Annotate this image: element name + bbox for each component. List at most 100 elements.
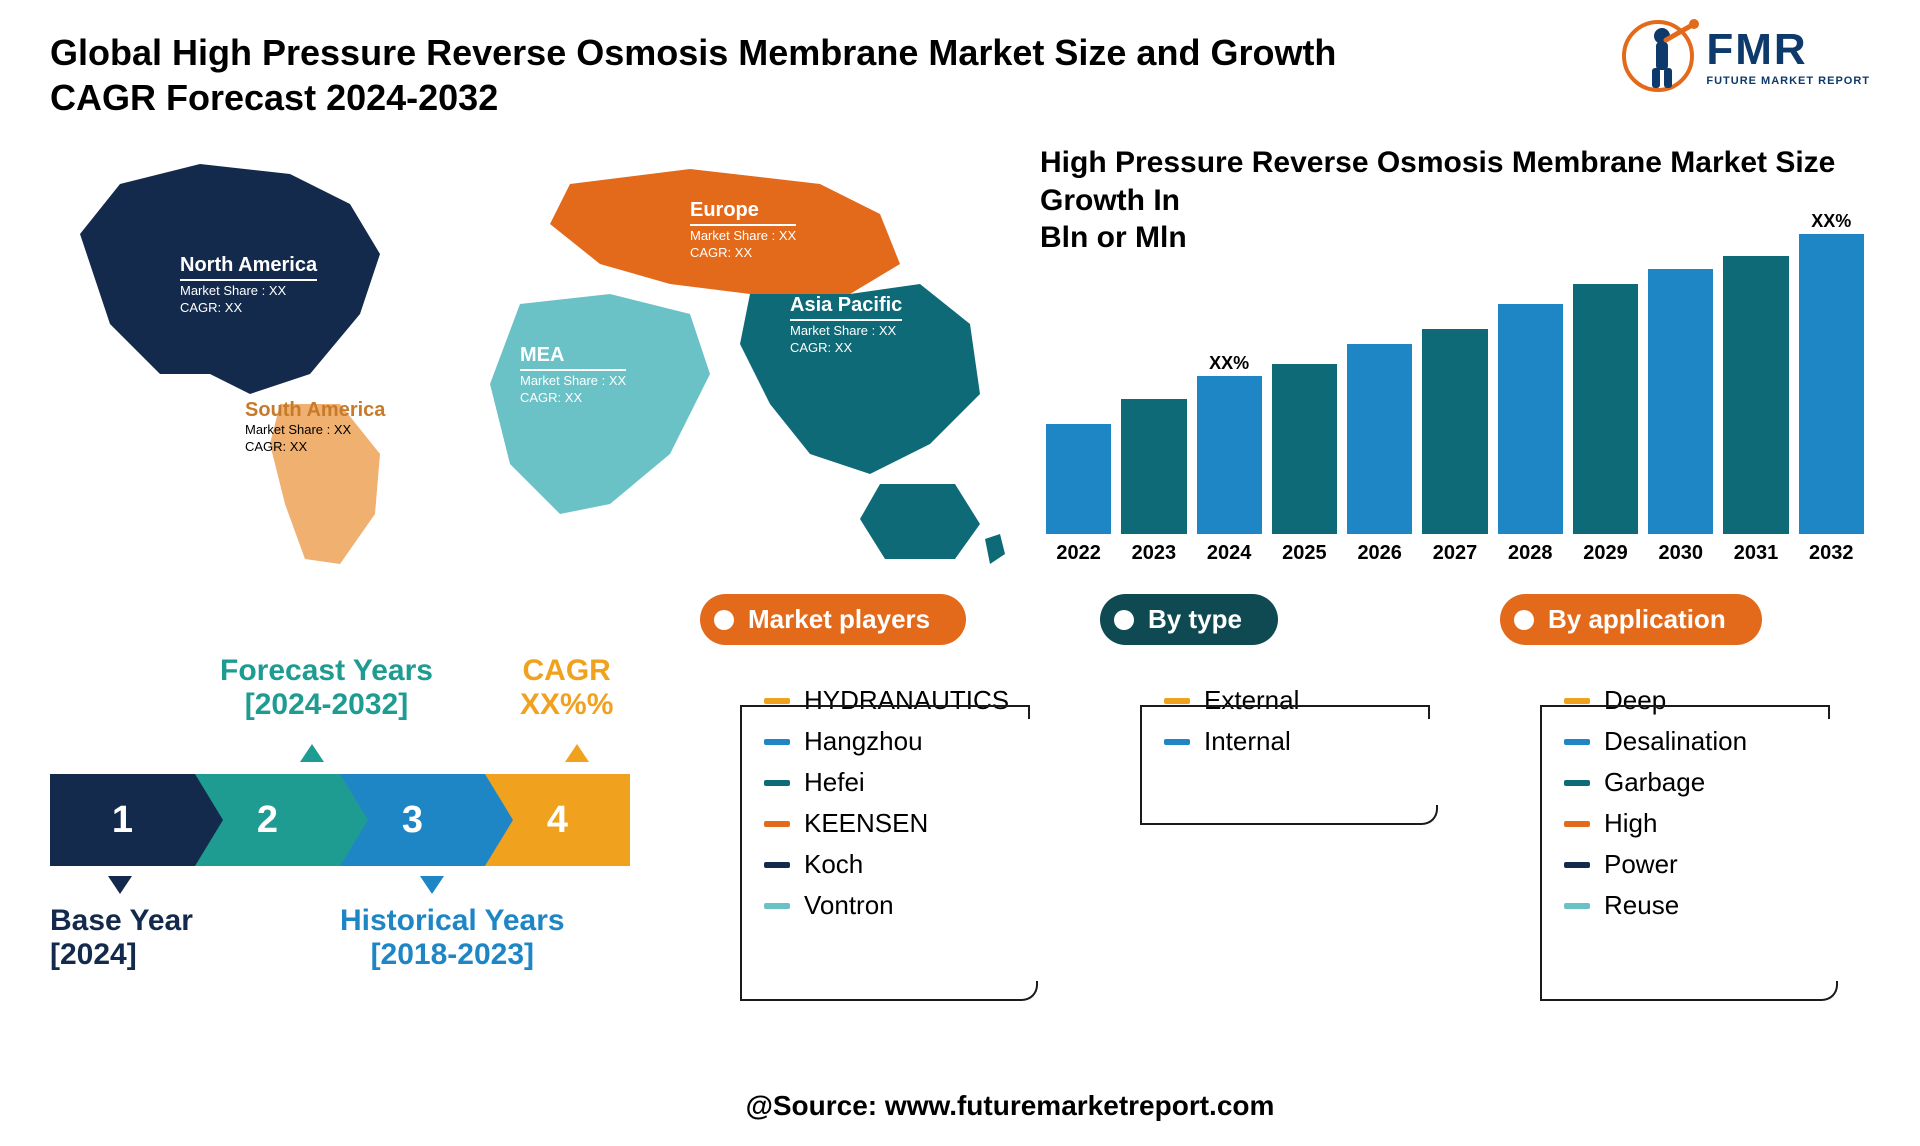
bar-2028: 2028 — [1498, 304, 1563, 565]
list-item-label: Hefei — [804, 767, 865, 798]
card-bracket-top — [1540, 705, 1830, 707]
bar-chart-title: High Pressure Reverse Osmosis Membrane M… — [1040, 144, 1870, 257]
bar-2022: 2022 — [1046, 424, 1111, 565]
bar-year-label: 2029 — [1583, 542, 1628, 565]
list-item: High — [1564, 808, 1870, 839]
list-item: Desalination — [1564, 726, 1870, 757]
timeline-panel: Forecast Years [2024-2032] CAGR XX%% 123… — [50, 594, 670, 1024]
list-item-label: Power — [1604, 849, 1678, 880]
region-ap-name: Asia Pacific — [790, 294, 902, 317]
timeline-step-1: 1 — [50, 774, 195, 866]
bar-2029: 2029 — [1573, 284, 1638, 565]
list-item-label: Hangzhou — [804, 726, 923, 757]
region-sa-cagr: CAGR: XX — [245, 439, 385, 456]
list-item-label: Reuse — [1604, 890, 1679, 921]
list-item-label: External — [1204, 685, 1299, 716]
region-na-share: Market Share : XX — [180, 283, 317, 300]
list-item-dash-icon — [764, 821, 790, 827]
list-item: Internal — [1164, 726, 1470, 757]
card-bracket-rtick — [1428, 705, 1430, 719]
list-ul: External Internal — [1164, 685, 1470, 757]
card-bracket-bottom — [1540, 999, 1818, 1001]
source-attribution: @Source: www.futuremarketreport.com — [50, 1090, 1920, 1122]
bar-year-label: 2030 — [1659, 542, 1704, 565]
region-australia — [860, 484, 980, 559]
bar — [1422, 329, 1487, 534]
bar-year-label: 2027 — [1433, 542, 1478, 565]
tl-forecast-label: Forecast Years — [220, 654, 433, 687]
list-item-dash-icon — [1564, 739, 1590, 745]
list-ul: HYDRANAUTICS Hangzhou Hefei KEENSEN Koch Vont… — [764, 685, 1070, 921]
region-sa-share: Market Share : XX — [245, 422, 385, 439]
tl-hist-range: [2018-2023] — [371, 938, 534, 971]
bar-2025: 2025 — [1272, 364, 1337, 565]
bar — [1347, 344, 1412, 534]
list-card-title: By application — [1548, 604, 1726, 635]
bar-2026: 2026 — [1347, 344, 1412, 565]
tl-arrow-hist-icon — [420, 876, 444, 894]
card-bracket-curl-icon — [1418, 805, 1438, 825]
pill-dot-icon — [714, 610, 734, 630]
list-item: Deep — [1564, 685, 1870, 716]
list-item-dash-icon — [1564, 903, 1590, 909]
card-bracket-left — [1540, 705, 1542, 999]
bar-chart: 20222023XX%20242025202620272028202920302… — [1040, 265, 1870, 565]
timeline-chevron-strip: 1234 — [50, 774, 630, 866]
bar-2023: 2023 — [1121, 399, 1186, 565]
region-sa-name: South America — [245, 399, 385, 422]
list-item: Reuse — [1564, 890, 1870, 921]
bar-year-label: 2024 — [1207, 542, 1252, 565]
region-mea-cagr: CAGR: XX — [520, 390, 626, 407]
list-ul: Deep Desalination Garbage High Power Reuse — [1564, 685, 1870, 921]
bar — [1799, 234, 1864, 534]
page-title: Global High Pressure Reverse Osmosis Mem… — [50, 30, 1500, 120]
bar — [1723, 256, 1788, 534]
list-item: Hefei — [764, 767, 1070, 798]
card-bracket-rtick — [1828, 705, 1830, 719]
list-item-label: Desalination — [1604, 726, 1747, 757]
card-bracket-top — [1140, 705, 1430, 707]
bar-year-label: 2028 — [1508, 542, 1553, 565]
card-bracket-left — [1140, 705, 1142, 823]
list-item-dash-icon — [1564, 780, 1590, 786]
list-item: Hangzhou — [764, 726, 1070, 757]
list-item: HYDRANAUTICS — [764, 685, 1070, 716]
bar-2031: 2031 — [1723, 256, 1788, 565]
tl-base-label: Base Year — [50, 904, 193, 937]
list-item-dash-icon — [1164, 739, 1190, 745]
bar — [1046, 424, 1111, 534]
region-na-name: North America — [180, 254, 317, 277]
list-card-title: Market players — [748, 604, 930, 635]
list-item: External — [1164, 685, 1470, 716]
fmr-logo: FMR FUTURE MARKET REPORT — [1622, 20, 1870, 92]
list-item-label: KEENSEN — [804, 808, 928, 839]
list-item-dash-icon — [1564, 821, 1590, 827]
bar-year-label: 2026 — [1357, 542, 1402, 565]
list-item-label: Vontron — [804, 890, 894, 921]
region-eu-name: Europe — [690, 199, 796, 222]
pill-dot-icon — [1514, 610, 1534, 630]
list-item-label: HYDRANAUTICS — [804, 685, 1009, 716]
list-card-title: By type — [1148, 604, 1242, 635]
list-item: Koch — [764, 849, 1070, 880]
tl-forecast-range: [2024-2032] — [245, 688, 408, 721]
tl-arrow-base-icon — [108, 876, 132, 894]
tl-hist-label: Historical Years — [340, 904, 565, 937]
list-item: KEENSEN — [764, 808, 1070, 839]
list-item-dash-icon — [764, 862, 790, 868]
bar — [1197, 376, 1262, 534]
bar — [1498, 304, 1563, 534]
fmr-logo-subtext: FUTURE MARKET REPORT — [1706, 75, 1870, 87]
list-item-label: Internal — [1204, 726, 1291, 757]
region-ap-share: Market Share : XX — [790, 323, 902, 340]
list-item: Garbage — [1564, 767, 1870, 798]
card-bracket-curl-icon — [1018, 981, 1038, 1001]
region-mea-share: Market Share : XX — [520, 373, 626, 390]
lists-panel: Market players HYDRANAUTICS Hangzhou Hefei K… — [700, 594, 1870, 1024]
bar-2027: 2027 — [1422, 329, 1487, 565]
list-card: By application Deep Desalination Garbage Hig… — [1500, 594, 1870, 1024]
list-item-label: Garbage — [1604, 767, 1705, 798]
list-item: Vontron — [764, 890, 1070, 921]
card-bracket-curl-icon — [1818, 981, 1838, 1001]
card-bracket-left — [740, 705, 742, 999]
